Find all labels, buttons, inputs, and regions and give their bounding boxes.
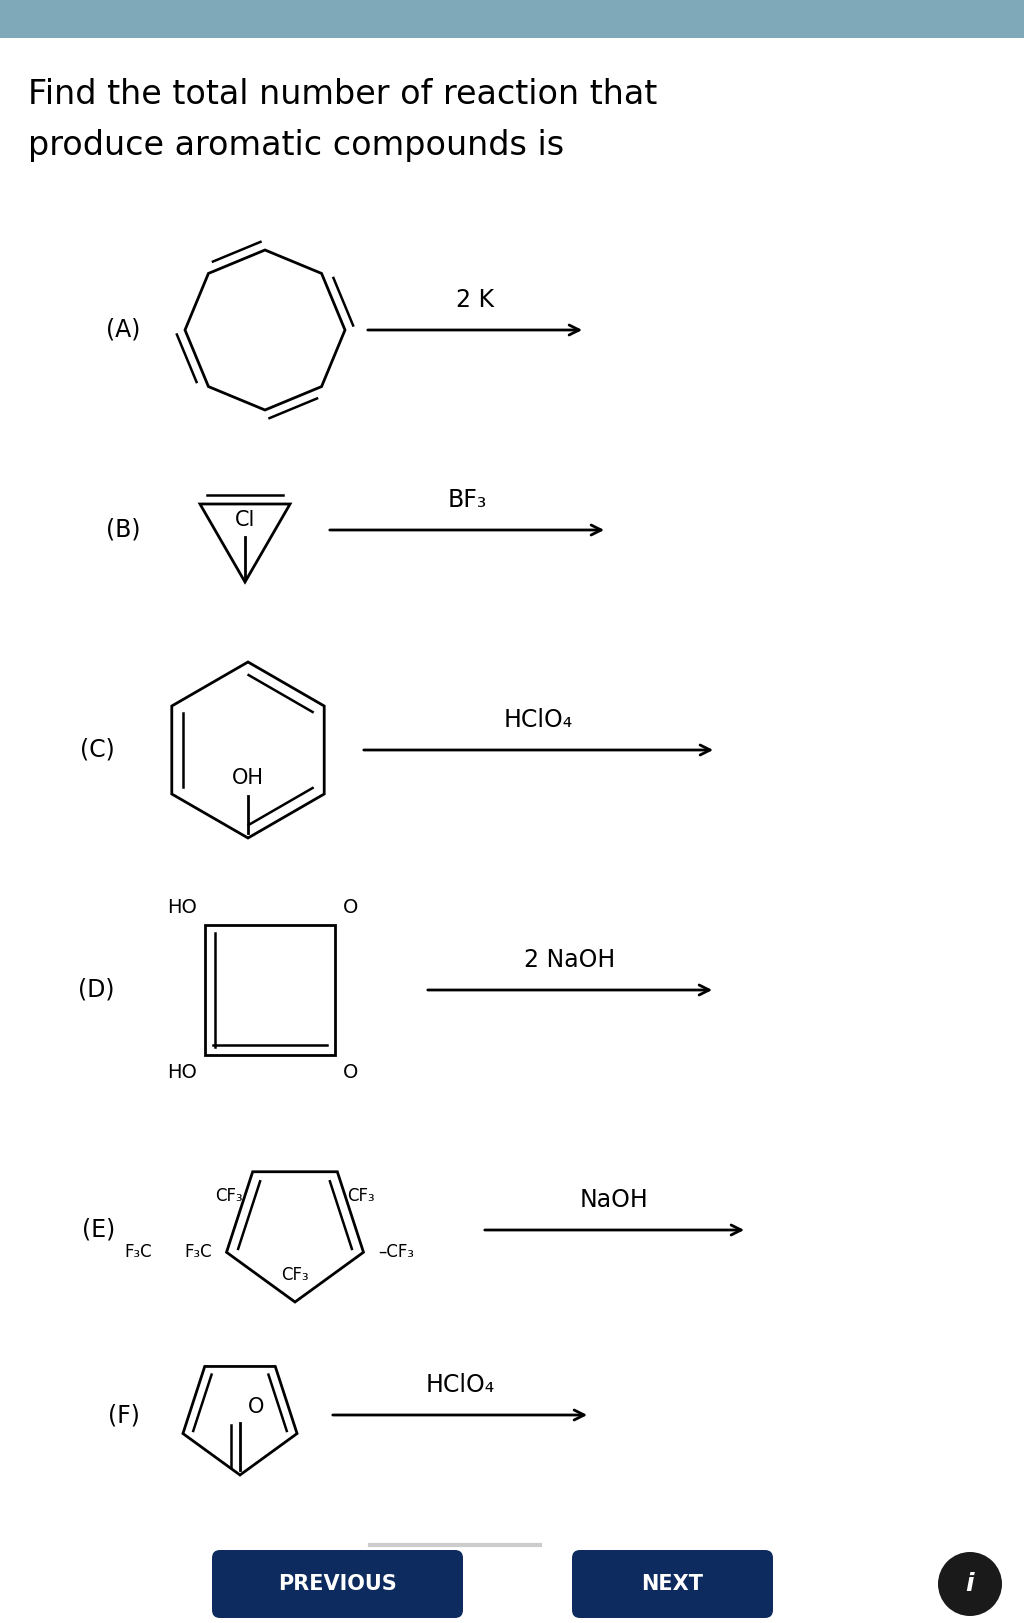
Circle shape <box>938 1552 1002 1617</box>
FancyBboxPatch shape <box>212 1550 463 1618</box>
Text: HClO₄: HClO₄ <box>504 708 573 732</box>
Text: Find the total number of reaction that: Find the total number of reaction that <box>28 78 657 112</box>
Text: (D): (D) <box>79 979 115 1001</box>
Text: HO: HO <box>167 1063 197 1083</box>
Text: CF₃: CF₃ <box>282 1266 309 1284</box>
Text: O: O <box>248 1397 264 1417</box>
Text: (F): (F) <box>109 1402 140 1427</box>
Text: 2 NaOH: 2 NaOH <box>524 948 615 972</box>
Text: 2 K: 2 K <box>456 287 494 312</box>
Text: (B): (B) <box>105 518 140 542</box>
Text: NEXT: NEXT <box>641 1574 703 1594</box>
Text: F₃C: F₃C <box>184 1243 212 1261</box>
FancyBboxPatch shape <box>572 1550 773 1618</box>
Text: HO: HO <box>167 898 197 917</box>
Text: Cl: Cl <box>234 510 255 531</box>
Text: PREVIOUS: PREVIOUS <box>278 1574 396 1594</box>
Text: HClO₄: HClO₄ <box>425 1373 495 1397</box>
Text: (C): (C) <box>80 738 115 763</box>
Text: O: O <box>343 898 358 917</box>
Text: produce aromatic compounds is: produce aromatic compounds is <box>28 128 564 162</box>
Text: BF₃: BF₃ <box>447 489 486 511</box>
Text: CF₃: CF₃ <box>215 1186 243 1204</box>
Text: (E): (E) <box>82 1217 115 1242</box>
Text: i: i <box>966 1573 974 1595</box>
Text: OH: OH <box>232 768 264 789</box>
Text: (A): (A) <box>105 318 140 342</box>
Text: F₃C: F₃C <box>124 1243 152 1261</box>
Bar <box>0 0 1024 37</box>
Text: NaOH: NaOH <box>581 1188 649 1212</box>
Text: O: O <box>343 1063 358 1083</box>
Text: –CF₃: –CF₃ <box>379 1243 415 1261</box>
Text: CF₃: CF₃ <box>347 1186 375 1204</box>
